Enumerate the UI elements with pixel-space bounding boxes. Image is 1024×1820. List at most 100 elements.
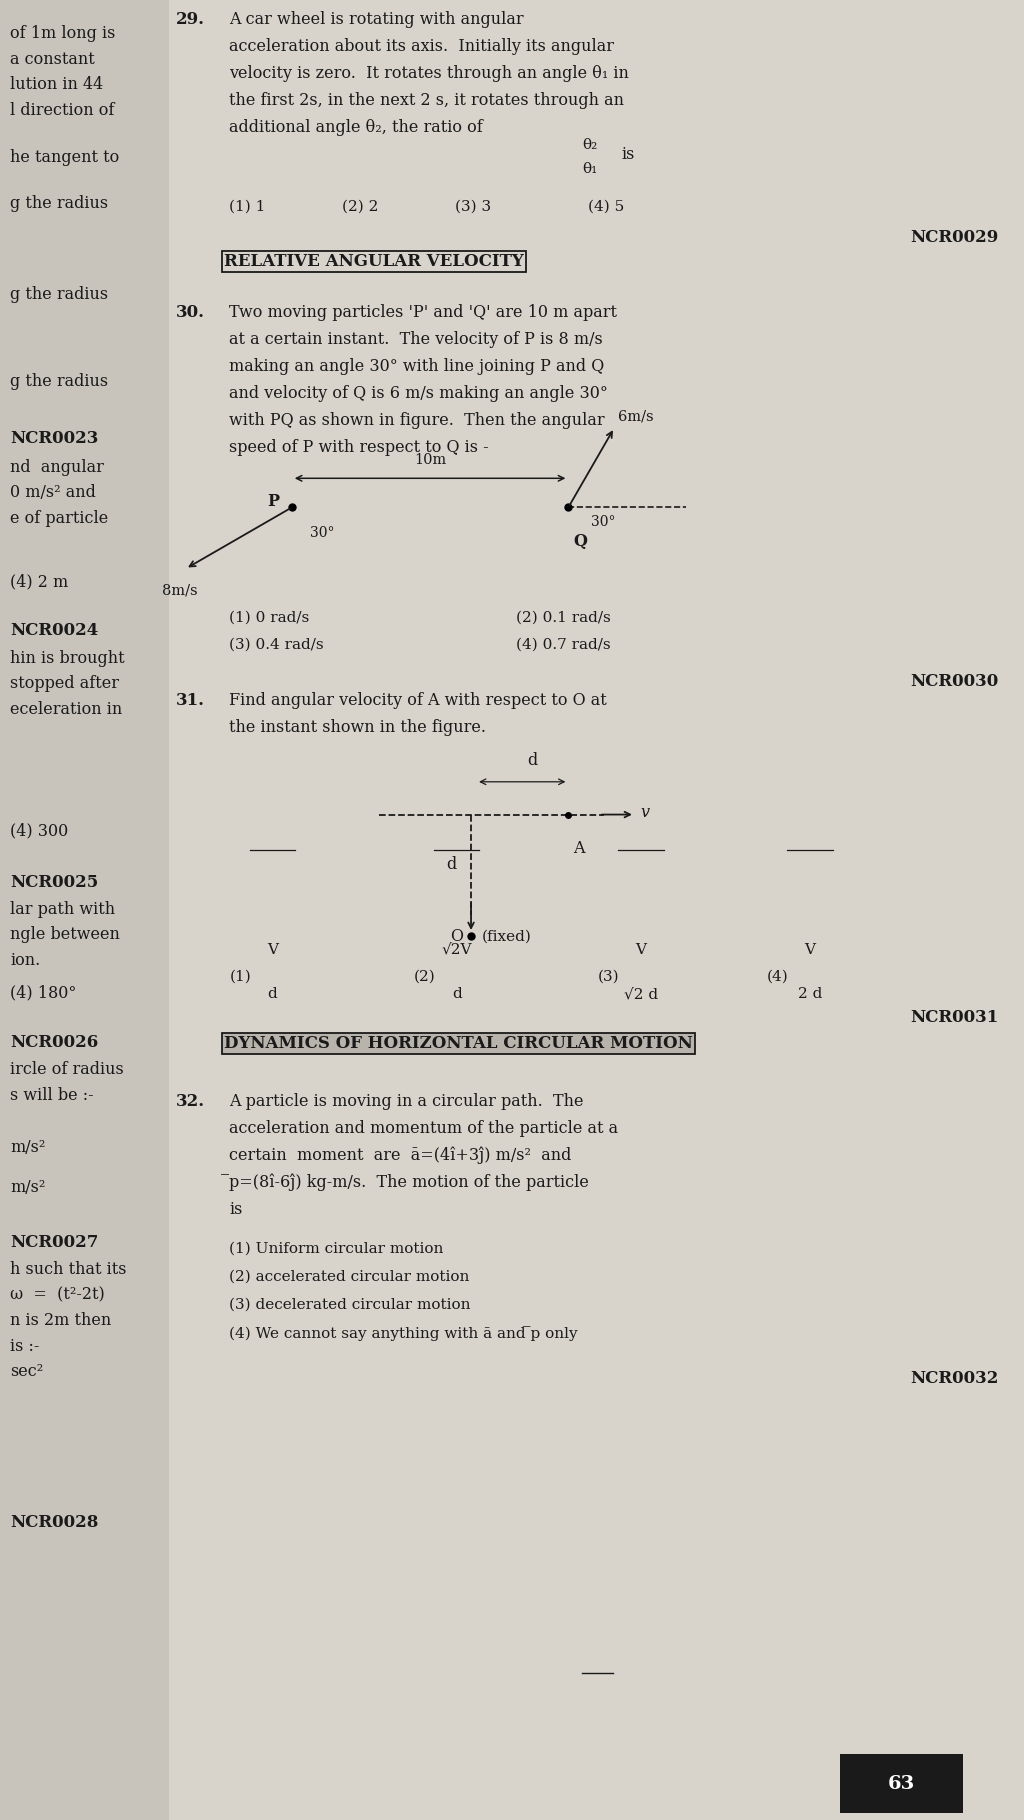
Text: (2) accelerated circular motion: (2) accelerated circular motion — [229, 1270, 470, 1283]
Text: ngle between: ngle between — [10, 926, 120, 943]
Text: 31.: 31. — [176, 692, 205, 710]
Text: is: is — [622, 146, 635, 162]
Text: NCR0024: NCR0024 — [10, 622, 98, 639]
Text: 32.: 32. — [176, 1094, 205, 1110]
Text: NCR0031: NCR0031 — [910, 1010, 998, 1026]
Text: NCR0025: NCR0025 — [10, 874, 98, 890]
Text: Two moving particles 'P' and 'Q' are 10 m apart: Two moving particles 'P' and 'Q' are 10 … — [229, 304, 617, 322]
Text: certain  moment  are  ā=(4î+3ĵ) m/s²  and: certain moment are ā=(4î+3ĵ) m/s² and — [229, 1147, 571, 1165]
Text: nd  angular: nd angular — [10, 459, 104, 475]
Text: g the radius: g the radius — [10, 195, 109, 211]
Text: O: O — [450, 928, 463, 945]
Text: (4) 5: (4) 5 — [588, 200, 624, 213]
Text: acceleration about its axis.  Initially its angular: acceleration about its axis. Initially i… — [229, 38, 614, 55]
Text: (3) decelerated circular motion: (3) decelerated circular motion — [229, 1298, 471, 1312]
Text: g the radius: g the radius — [10, 373, 109, 389]
Text: sec²: sec² — [10, 1363, 43, 1380]
Text: (3) 3: (3) 3 — [455, 200, 490, 213]
Text: ion.: ion. — [10, 952, 41, 968]
Text: h such that its: h such that its — [10, 1261, 127, 1278]
Text: at a certain instant.  The velocity of P is 8 m/s: at a certain instant. The velocity of P … — [229, 331, 603, 348]
Text: A particle is moving in a circular path.  The: A particle is moving in a circular path.… — [229, 1094, 584, 1110]
Text: d: d — [446, 855, 457, 874]
Text: (4) 180°: (4) 180° — [10, 985, 77, 1001]
Text: velocity is zero.  It rotates through an angle θ₁ in: velocity is zero. It rotates through an … — [229, 66, 630, 82]
Text: (fixed): (fixed) — [481, 930, 531, 943]
Text: the instant shown in the figure.: the instant shown in the figure. — [229, 719, 486, 735]
Text: v: v — [640, 804, 649, 821]
Text: ̅p=(8î-6ĵ) kg-m/s.  The motion of the particle: ̅p=(8î-6ĵ) kg-m/s. The motion of the par… — [229, 1174, 589, 1192]
Text: 10m: 10m — [414, 453, 446, 468]
Text: stopped after: stopped after — [10, 675, 119, 692]
Text: hin is brought: hin is brought — [10, 650, 125, 666]
Text: 8m/s: 8m/s — [163, 584, 198, 597]
Text: A car wheel is rotating with angular: A car wheel is rotating with angular — [229, 11, 524, 27]
Text: l direction of: l direction of — [10, 102, 115, 118]
Text: (1) 0 rad/s: (1) 0 rad/s — [229, 612, 309, 624]
Text: is: is — [229, 1201, 243, 1218]
Text: (4) 0.7 rad/s: (4) 0.7 rad/s — [516, 639, 610, 652]
Text: (2) 0.1 rad/s: (2) 0.1 rad/s — [516, 612, 611, 624]
Text: NCR0026: NCR0026 — [10, 1034, 98, 1050]
Text: ω  =  (t²-2t): ω = (t²-2t) — [10, 1287, 105, 1303]
Text: V: V — [636, 943, 646, 957]
Text: a constant: a constant — [10, 51, 95, 67]
Text: additional angle θ₂, the ratio of: additional angle θ₂, the ratio of — [229, 118, 483, 136]
Text: 30°: 30° — [310, 526, 335, 539]
Text: (1): (1) — [229, 970, 251, 983]
Text: n is 2m then: n is 2m then — [10, 1312, 112, 1329]
Text: DYNAMICS OF HORIZONTAL CIRCULAR MOTION: DYNAMICS OF HORIZONTAL CIRCULAR MOTION — [224, 1036, 693, 1052]
Text: (4) 300: (4) 300 — [10, 823, 69, 839]
Text: acceleration and momentum of the particle at a: acceleration and momentum of the particl… — [229, 1119, 618, 1138]
Text: (1) Uniform circular motion: (1) Uniform circular motion — [229, 1241, 443, 1256]
Text: lution in 44: lution in 44 — [10, 76, 103, 93]
Text: NCR0029: NCR0029 — [910, 229, 998, 246]
Text: 29.: 29. — [176, 11, 205, 27]
Text: of 1m long is: of 1m long is — [10, 25, 116, 42]
Text: lar path with: lar path with — [10, 901, 116, 917]
Text: θ₁: θ₁ — [583, 162, 598, 177]
Text: NCR0030: NCR0030 — [910, 673, 998, 690]
Text: NCR0023: NCR0023 — [10, 430, 98, 446]
Text: √2V: √2V — [441, 943, 472, 957]
Text: (4) We cannot say anything with ā and ̅p only: (4) We cannot say anything with ā and ̅p… — [229, 1327, 578, 1341]
Text: m/s²: m/s² — [10, 1139, 46, 1156]
Text: (2) 2: (2) 2 — [342, 200, 379, 213]
Text: 6m/s: 6m/s — [618, 410, 654, 424]
Text: (4) 2 m: (4) 2 m — [10, 573, 69, 590]
Text: V: V — [267, 943, 278, 957]
Text: (3): (3) — [598, 970, 620, 983]
Text: d: d — [527, 752, 538, 770]
Text: speed of P with respect to Q is -: speed of P with respect to Q is - — [229, 439, 489, 457]
Text: NCR0027: NCR0027 — [10, 1234, 98, 1250]
Text: with PQ as shown in figure.  Then the angular: with PQ as shown in figure. Then the ang… — [229, 411, 605, 430]
Text: d: d — [452, 988, 462, 1001]
Text: the first 2s, in the next 2 s, it rotates through an: the first 2s, in the next 2 s, it rotate… — [229, 91, 625, 109]
Text: (2): (2) — [414, 970, 435, 983]
Text: 30°: 30° — [591, 515, 615, 528]
Text: is :-: is :- — [10, 1338, 40, 1354]
Bar — [0, 0, 169, 1820]
Text: ircle of radius: ircle of radius — [10, 1061, 124, 1077]
Text: NCR0028: NCR0028 — [10, 1514, 98, 1531]
Text: (4): (4) — [767, 970, 788, 983]
Text: e of particle: e of particle — [10, 510, 109, 526]
Text: θ₂: θ₂ — [583, 138, 598, 153]
Text: he tangent to: he tangent to — [10, 149, 120, 166]
Text: m/s²: m/s² — [10, 1179, 46, 1196]
Bar — [840, 1754, 963, 1813]
Text: making an angle 30° with line joining P and Q: making an angle 30° with line joining P … — [229, 359, 604, 375]
Text: Find angular velocity of A with respect to O at: Find angular velocity of A with respect … — [229, 692, 607, 710]
Text: s will be :-: s will be :- — [10, 1087, 94, 1103]
Text: P: P — [267, 493, 280, 510]
Text: (3) 0.4 rad/s: (3) 0.4 rad/s — [229, 639, 324, 652]
Text: Q: Q — [573, 533, 588, 550]
Text: d: d — [267, 988, 278, 1001]
Text: and velocity of Q is 6 m/s making an angle 30°: and velocity of Q is 6 m/s making an ang… — [229, 386, 608, 402]
Text: eceleration in: eceleration in — [10, 701, 123, 717]
Text: NCR0032: NCR0032 — [910, 1370, 998, 1387]
Text: RELATIVE ANGULAR VELOCITY: RELATIVE ANGULAR VELOCITY — [224, 253, 524, 271]
Text: V: V — [805, 943, 815, 957]
Text: (1) 1: (1) 1 — [229, 200, 266, 213]
Text: 30.: 30. — [176, 304, 205, 322]
